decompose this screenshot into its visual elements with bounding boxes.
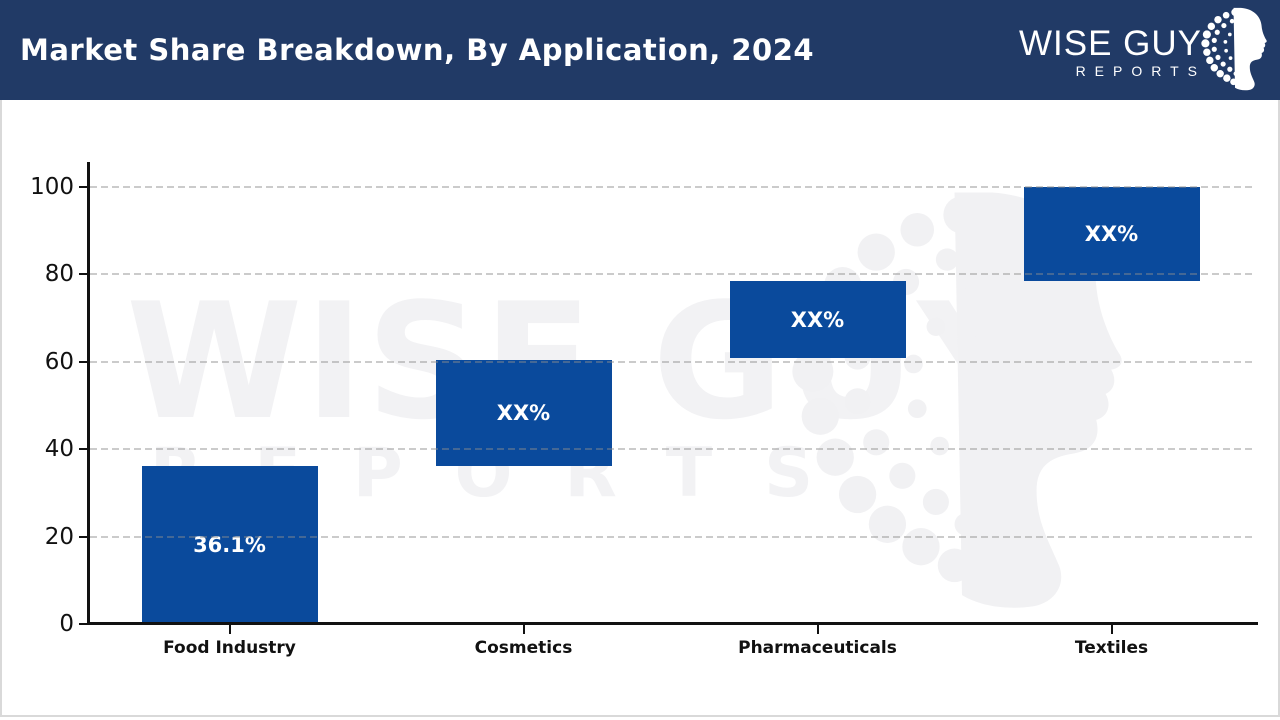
logo-wordmark: WISE GUY <box>1018 24 1202 63</box>
y-tick-20 <box>79 535 88 538</box>
y-tick-label-80: 80 <box>44 261 74 287</box>
x-category-label-textiles: Textiles <box>1074 638 1149 658</box>
bar-value-label-cosmetics: XX% <box>496 401 551 426</box>
logo-subtext: REPORTS <box>1075 63 1206 79</box>
bar-food-industry: 36.1% <box>141 466 318 624</box>
x-category-label-cosmetics: Cosmetics <box>474 638 573 658</box>
gridline-80 <box>90 273 1256 275</box>
x-category-label-pharmaceuticals: Pharmaceuticals <box>738 638 897 658</box>
x-tick-cosmetics <box>522 625 525 634</box>
x-tick-pharmaceuticals <box>816 625 819 634</box>
y-tick-40 <box>79 448 88 450</box>
gridline-40 <box>90 448 1256 450</box>
bar-textiles: XX% <box>1023 186 1200 282</box>
bar-pharmaceuticals: XX% <box>729 281 906 359</box>
x-axis-spine <box>87 622 1258 625</box>
x-tick-food-industry <box>228 625 231 634</box>
y-tick-label-60: 60 <box>44 348 74 375</box>
y-tick-label-0: 0 <box>59 611 74 637</box>
x-category-label-food-industry: Food Industry <box>163 638 296 658</box>
y-tick-0 <box>79 623 88 625</box>
bar-value-label-textiles: XX% <box>1084 221 1139 246</box>
y-tick-label-40: 40 <box>44 436 74 462</box>
y-tick-100 <box>79 185 88 188</box>
chart-title: Market Share Breakdown, By Application, … <box>20 33 815 67</box>
y-tick-60 <box>79 360 88 363</box>
gridline-100 <box>90 185 1256 188</box>
y-tick-label-100: 100 <box>30 173 74 200</box>
y-tick-label-20: 20 <box>44 523 74 550</box>
gridline-60 <box>90 360 1256 363</box>
bar-cosmetics: XX% <box>435 360 612 467</box>
dotted-head-logo-icon <box>1201 7 1267 91</box>
gridline-20 <box>90 535 1256 538</box>
wise-guy-reports-logo: WISE GUY REPORTS <box>1012 0 1272 100</box>
y-tick-80 <box>79 273 88 275</box>
header-banner: Market Share Breakdown, By Application, … <box>0 0 1280 100</box>
x-tick-textiles <box>1110 625 1113 634</box>
bar-value-label-food-industry: 36.1% <box>193 533 266 558</box>
bar-value-label-pharmaceuticals: XX% <box>790 307 845 332</box>
y-axis-spine <box>87 162 90 625</box>
